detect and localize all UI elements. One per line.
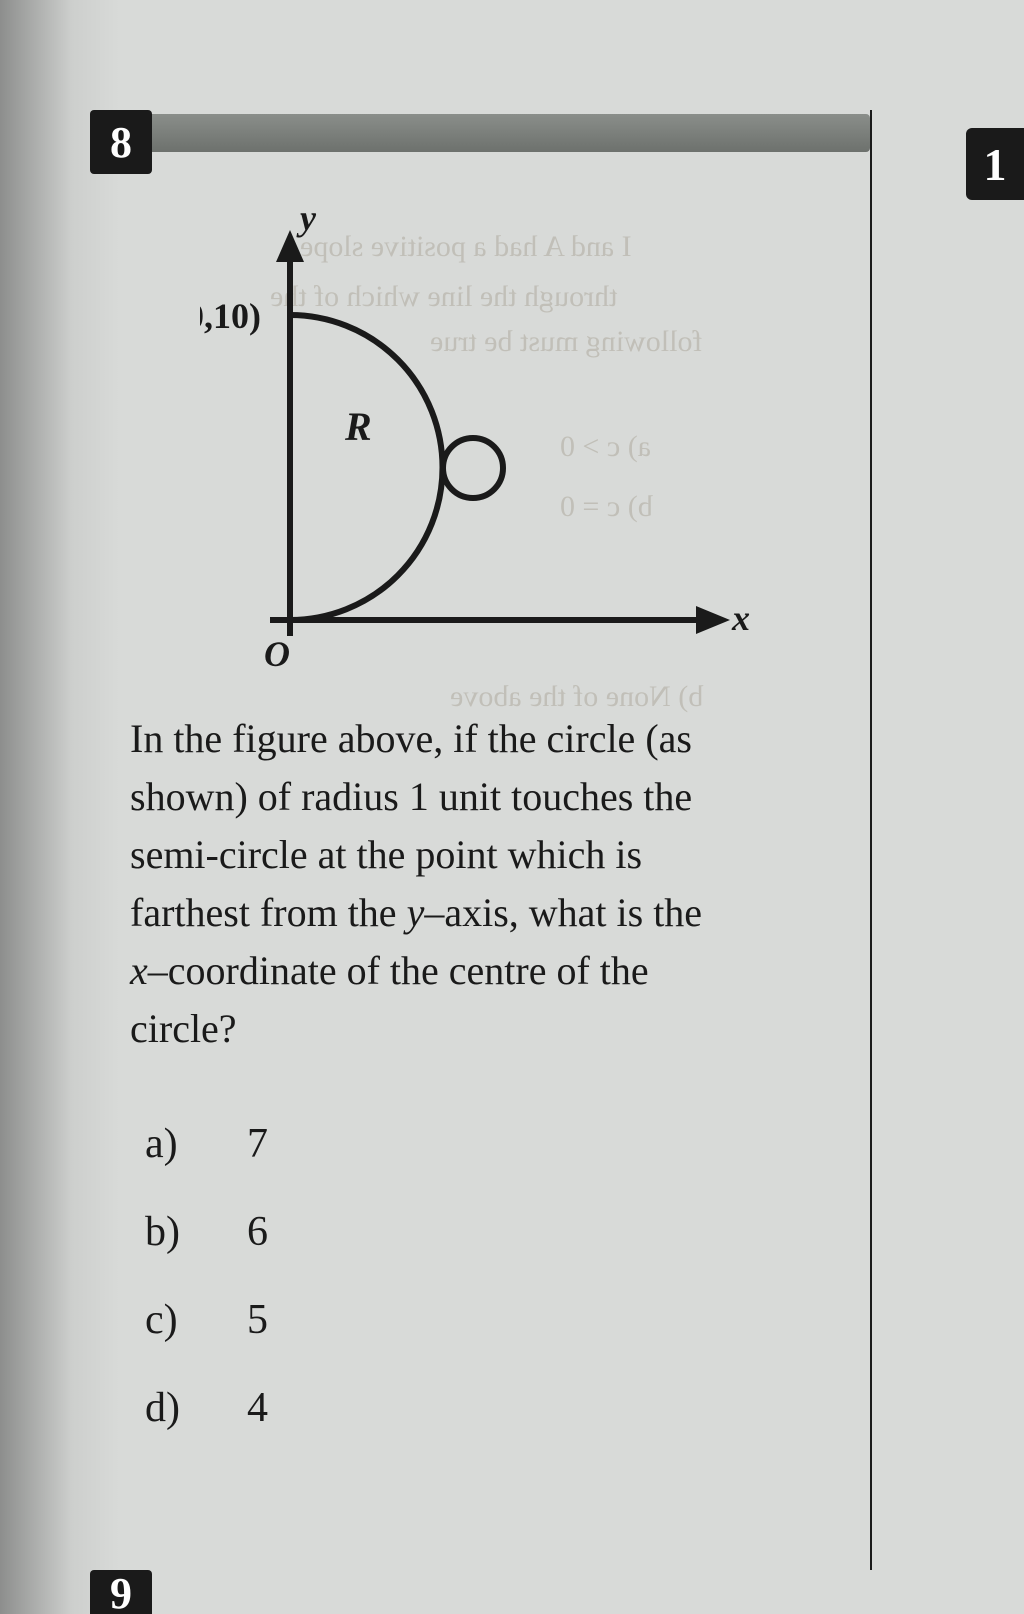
question-text: In the figure above, if the circle (as s… xyxy=(130,710,850,1058)
question-header: 8 xyxy=(90,110,870,174)
page-spine-shadow xyxy=(0,0,120,1614)
option-value: 6 xyxy=(247,1208,268,1256)
question-line: shown) of radius 1 unit touches the xyxy=(130,774,692,819)
ghost-text: b) None of the above xyxy=(450,680,703,714)
option-value: 7 xyxy=(247,1120,268,1168)
option-label: d) xyxy=(145,1384,205,1432)
question-line: –coordinate of the centre of the xyxy=(148,948,649,993)
next-question-number-badge: 9 xyxy=(90,1570,152,1614)
option-label: b) xyxy=(145,1208,205,1256)
option-d[interactable]: d) 4 xyxy=(145,1384,845,1432)
option-value: 5 xyxy=(247,1296,268,1344)
question-line: In the figure above, if the circle (as xyxy=(130,716,692,761)
next-page-badge: 1 xyxy=(966,128,1024,200)
column-divider xyxy=(870,110,872,1570)
question-line: circle? xyxy=(130,1006,237,1051)
question-line: x xyxy=(130,948,148,993)
x-axis-label: x xyxy=(731,598,750,638)
option-label: a) xyxy=(145,1120,205,1168)
origin-label: O xyxy=(264,634,290,674)
question-header-bar xyxy=(152,114,870,152)
question-line: semi-circle at the point which is xyxy=(130,832,642,877)
option-c[interactable]: c) 5 xyxy=(145,1296,845,1344)
option-value: 4 xyxy=(247,1384,268,1432)
question-number-badge: 8 xyxy=(90,110,152,174)
question-line: y xyxy=(407,890,425,935)
semicircle-label: R xyxy=(344,404,372,449)
answer-options: a) 7 b) 6 c) 5 d) 4 xyxy=(145,1120,845,1472)
y-axis-label: y xyxy=(296,200,317,238)
option-label: c) xyxy=(145,1296,205,1344)
option-a[interactable]: a) 7 xyxy=(145,1120,845,1168)
question-line: farthest from the xyxy=(130,890,407,935)
option-b[interactable]: b) 6 xyxy=(145,1208,845,1256)
question-line: –axis, what is the xyxy=(424,890,702,935)
geometry-figure: y x O (0,10) R xyxy=(200,200,760,680)
y-intercept-label: (0,10) xyxy=(200,296,261,336)
